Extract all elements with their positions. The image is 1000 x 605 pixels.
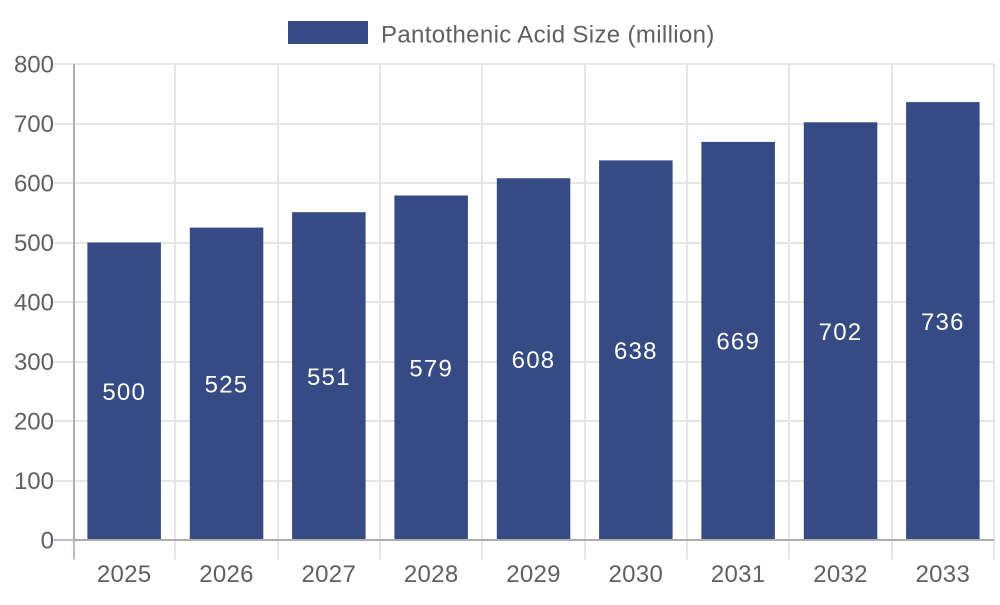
- svg-text:500: 500: [14, 230, 54, 257]
- svg-text:525: 525: [205, 372, 249, 399]
- svg-text:300: 300: [14, 349, 54, 376]
- svg-text:2032: 2032: [813, 561, 868, 588]
- svg-text:100: 100: [14, 468, 54, 495]
- svg-text:2028: 2028: [404, 561, 459, 588]
- svg-text:2029: 2029: [506, 561, 561, 588]
- svg-text:736: 736: [921, 309, 965, 336]
- svg-text:800: 800: [14, 52, 54, 79]
- svg-text:2025: 2025: [97, 561, 152, 588]
- svg-text:700: 700: [14, 111, 54, 138]
- svg-text:702: 702: [819, 319, 863, 346]
- svg-text:200: 200: [14, 409, 54, 436]
- svg-text:400: 400: [14, 290, 54, 317]
- svg-text:2030: 2030: [609, 561, 664, 588]
- svg-text:2031: 2031: [711, 561, 766, 588]
- svg-text:579: 579: [409, 356, 453, 383]
- svg-text:608: 608: [512, 347, 556, 374]
- svg-text:0: 0: [41, 528, 54, 555]
- svg-text:669: 669: [716, 329, 760, 356]
- svg-text:2033: 2033: [916, 561, 971, 588]
- svg-text:2026: 2026: [199, 561, 254, 588]
- svg-text:2027: 2027: [302, 561, 357, 588]
- svg-text:Pantothenic Acid Size (million: Pantothenic Acid Size (million): [381, 21, 715, 48]
- svg-text:600: 600: [14, 171, 54, 198]
- svg-text:638: 638: [614, 338, 658, 365]
- svg-text:551: 551: [307, 364, 351, 391]
- svg-text:500: 500: [102, 379, 146, 406]
